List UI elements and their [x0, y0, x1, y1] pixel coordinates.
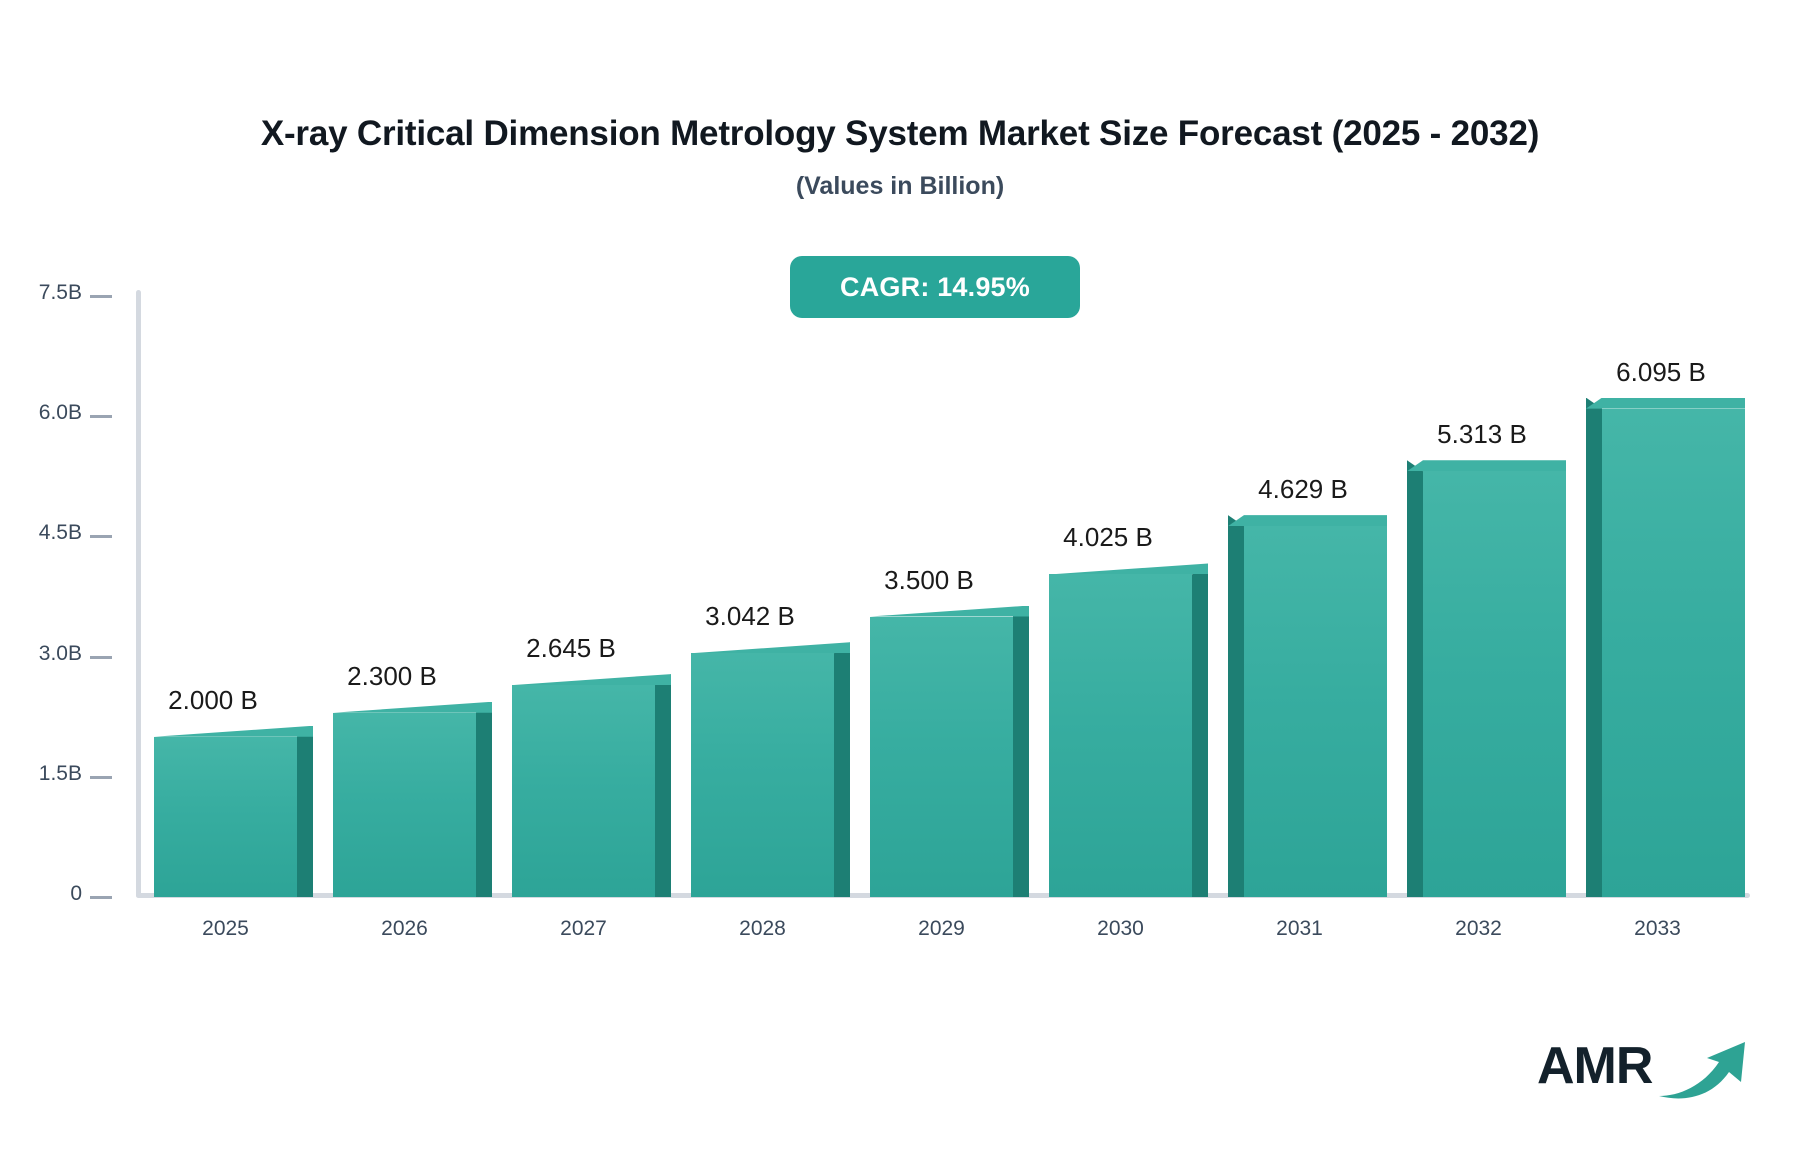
- y-axis-line: [136, 290, 141, 898]
- bar-side-face: [297, 725, 313, 897]
- bar-group[interactable]: 2.645 B 2027: [494, 0, 673, 1000]
- bar-group[interactable]: 3.500 B 2029: [852, 0, 1031, 1000]
- bar-front-face: [1602, 408, 1745, 897]
- bar-value-label: 6.095 B: [1616, 356, 1706, 387]
- bar-top-face: [333, 701, 492, 713]
- bar-top-face: [154, 725, 313, 737]
- amr-logo-text: AMR: [1537, 1037, 1653, 1095]
- bar-top-face: [1228, 515, 1387, 527]
- y-axis-tick-label: 4.5B: [38, 521, 82, 545]
- x-axis-tick-label: 2029: [918, 917, 965, 940]
- bar-value-label: 3.042 B: [705, 601, 795, 632]
- bar[interactable]: [154, 725, 313, 897]
- y-axis-ticks: 0 1.5B 3.0B 4.5B 6.0B 7.5B: [0, 0, 136, 1000]
- bar-side-face: [1228, 515, 1244, 897]
- bar-top-face: [870, 605, 1029, 617]
- chart-subtitle: (Values in Billion): [795, 172, 1005, 200]
- bar-value-label: 4.025 B: [1063, 522, 1153, 553]
- bar[interactable]: [691, 642, 850, 897]
- bar-group[interactable]: 2.300 B 2026: [315, 0, 494, 1000]
- x-axis-tick-label: 2028: [739, 917, 786, 940]
- x-axis-tick-label: 2026: [381, 917, 428, 940]
- bar-side-face: [1013, 605, 1029, 897]
- bar-front-face: [870, 616, 1013, 897]
- amr-logo: AMR: [1537, 1030, 1752, 1110]
- chart-title: X-ray Critical Dimension Metrology Syste…: [260, 114, 1540, 153]
- bar-value-label: 4.629 B: [1258, 474, 1348, 505]
- bar-top-face: [1586, 397, 1745, 409]
- bar-front-face: [1244, 526, 1387, 897]
- bar-side-face: [1407, 460, 1423, 897]
- bar[interactable]: [1407, 460, 1566, 897]
- y-axis-tick-mark: [90, 896, 112, 899]
- bar[interactable]: [870, 605, 1029, 897]
- bar-group[interactable]: 2.000 B 2025: [136, 0, 315, 1000]
- y-axis-tick-label: 6.0B: [38, 401, 82, 425]
- bar-group[interactable]: 3.042 B 2028: [673, 0, 852, 1000]
- bar-top-face: [1407, 460, 1566, 472]
- y-axis-tick-label: 0: [70, 882, 82, 905]
- y-axis-tick-label: 7.5B: [38, 281, 82, 304]
- bar-side-face: [476, 701, 492, 897]
- y-axis-tick-label: 3.0B: [38, 641, 82, 665]
- bar-series: 2.000 B 2025 2.300 B 2026 2.645 B 2027 3.042 B…: [136, 0, 1750, 1000]
- x-axis-tick-label: 2025: [202, 917, 249, 940]
- bar-group[interactable]: 4.025 B 2030: [1031, 0, 1210, 1000]
- bar-value-label: 2.000 B: [168, 684, 258, 715]
- bar-side-face: [1586, 397, 1602, 897]
- y-axis-tick-mark: [90, 535, 112, 539]
- bar[interactable]: [1049, 563, 1208, 897]
- bar-group[interactable]: 4.629 B 2031: [1210, 0, 1389, 1000]
- y-axis-tick-mark: [90, 655, 112, 659]
- plot-area: 0 1.5B 3.0B 4.5B 6.0B 7.5B 2.000 B 2025 2.300 B…: [0, 0, 1750, 1000]
- bar[interactable]: [1228, 515, 1387, 897]
- x-axis-tick-label: 2032: [1455, 917, 1502, 940]
- bar-front-face: [1049, 574, 1192, 897]
- bar-top-face: [1049, 563, 1208, 575]
- cagr-badge: CAGR: 14.95%: [790, 256, 1080, 318]
- y-axis-tick-label: 1.5B: [38, 761, 82, 785]
- bar-group[interactable]: 6.095 B 2033: [1568, 0, 1747, 1000]
- bar[interactable]: [1586, 397, 1745, 897]
- bar-front-face: [512, 685, 655, 897]
- bar[interactable]: [333, 701, 492, 897]
- bar-value-label: 2.300 B: [347, 660, 437, 691]
- bar-front-face: [1423, 471, 1566, 897]
- bar-top-face: [691, 642, 850, 654]
- bar-side-face: [1192, 563, 1208, 897]
- x-axis-tick-label: 2027: [560, 917, 607, 940]
- bar[interactable]: [512, 674, 671, 897]
- bar-value-label: 3.500 B: [884, 564, 974, 595]
- growth-arrow-icon: [1659, 1042, 1745, 1099]
- x-axis-tick-label: 2030: [1097, 917, 1144, 940]
- bar-value-label: 2.645 B: [526, 633, 616, 664]
- y-axis-tick-mark: [90, 415, 112, 419]
- bar-front-face: [691, 653, 834, 897]
- bar-front-face: [333, 712, 476, 897]
- x-axis-tick-label: 2033: [1634, 917, 1681, 940]
- bar-value-label: 5.313 B: [1437, 419, 1527, 450]
- bar-side-face: [655, 674, 671, 897]
- bar-side-face: [834, 642, 850, 897]
- y-axis-tick-mark: [90, 295, 112, 298]
- bar-top-face: [512, 674, 671, 686]
- y-axis-tick-mark: [90, 775, 112, 779]
- bar-front-face: [154, 736, 297, 897]
- x-axis-tick-label: 2031: [1276, 917, 1323, 940]
- bar-group[interactable]: 5.313 B 2032: [1389, 0, 1568, 1000]
